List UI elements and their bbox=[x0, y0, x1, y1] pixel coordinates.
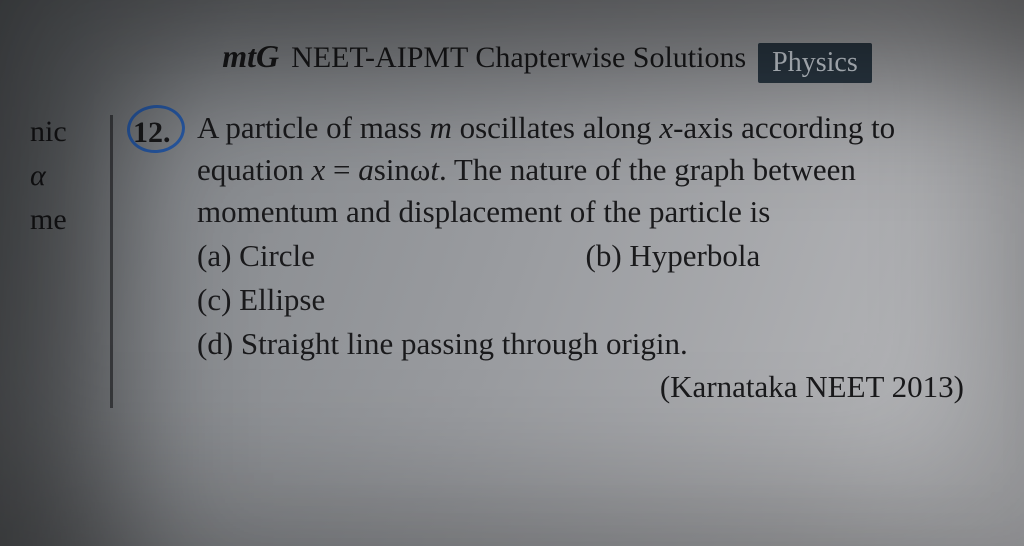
options-row-1: (a) Circle (b) Hyperbola bbox=[197, 235, 974, 277]
subject-badge: Physics bbox=[758, 43, 872, 83]
logo-text: mtG bbox=[222, 38, 279, 74]
question-row: 12. A particle of mass m oscillates alon… bbox=[133, 107, 974, 233]
margin-text-3: me bbox=[30, 203, 110, 237]
qtext-var: x bbox=[312, 152, 326, 187]
qtext-var: a bbox=[358, 152, 374, 187]
qtext-part: sinω bbox=[374, 152, 431, 187]
margin-text-1: nic bbox=[30, 115, 110, 149]
option-a: (a) Circle bbox=[197, 235, 586, 277]
qtext-part: oscillates along bbox=[452, 110, 659, 145]
question-block: 12. A particle of mass m oscillates alon… bbox=[133, 107, 974, 408]
qtext-part: = bbox=[325, 152, 358, 187]
option-c: (c) Ellipse bbox=[197, 279, 974, 321]
qtext-var: t bbox=[430, 152, 439, 187]
margin-column: nic α me bbox=[30, 107, 110, 247]
margin-text-2: α bbox=[30, 159, 110, 193]
question-text: A particle of mass m oscillates along x-… bbox=[197, 107, 974, 233]
qtext-var: x bbox=[659, 110, 673, 145]
qtext-var: m bbox=[429, 110, 451, 145]
qtext-part: A particle of mass bbox=[197, 110, 429, 145]
content-row: nic α me 12. A particle of mass m oscill… bbox=[30, 107, 974, 408]
book-title: NEET-AIPMT Chapterwise Solutions bbox=[291, 41, 746, 74]
vertical-divider bbox=[110, 115, 113, 408]
question-source: (Karnataka NEET 2013) bbox=[133, 366, 974, 408]
option-d: (d) Straight line passing through origin… bbox=[197, 323, 974, 365]
header: mtG NEET-AIPMT Chapterwise Solutions Phy… bbox=[120, 38, 974, 83]
question-number-wrap: 12. bbox=[133, 107, 197, 154]
option-b: (b) Hyperbola bbox=[586, 235, 975, 277]
